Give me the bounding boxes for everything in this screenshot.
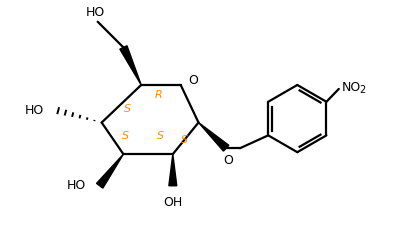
Text: O: O: [188, 74, 198, 87]
Text: S: S: [181, 135, 188, 145]
Polygon shape: [169, 154, 177, 186]
Text: O: O: [223, 154, 233, 167]
Text: HO: HO: [86, 5, 105, 19]
Text: S: S: [157, 131, 164, 141]
Text: HO: HO: [25, 104, 44, 117]
Polygon shape: [96, 154, 123, 188]
Text: OH: OH: [163, 196, 183, 209]
Text: R: R: [155, 90, 163, 100]
Polygon shape: [120, 46, 141, 85]
Text: S: S: [122, 131, 129, 141]
Text: HO: HO: [67, 179, 86, 192]
Text: NO: NO: [341, 81, 361, 94]
Polygon shape: [198, 123, 229, 151]
Text: 2: 2: [359, 85, 366, 95]
Text: S: S: [124, 104, 131, 114]
